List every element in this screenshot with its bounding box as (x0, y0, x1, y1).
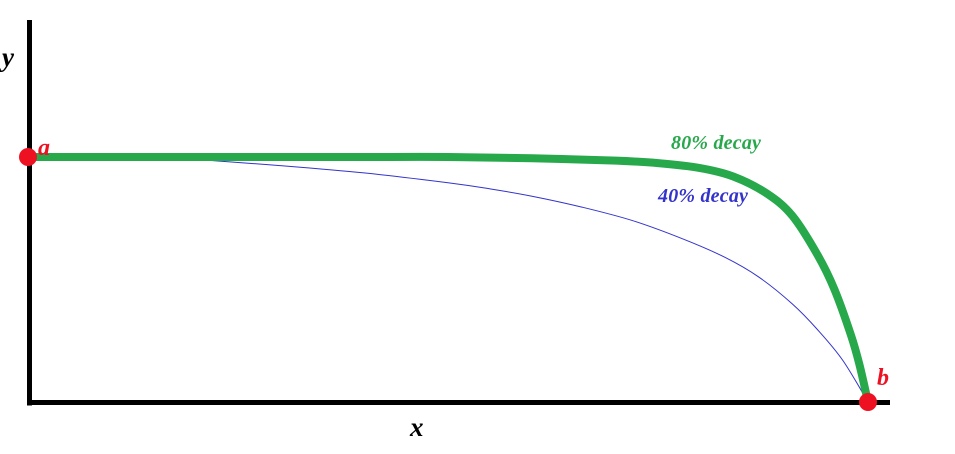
x-axis-label: x (410, 412, 424, 442)
axes-group (27, 20, 890, 406)
y-axis-label: y (2, 42, 14, 72)
curve-80-percent-decay (24, 152, 872, 406)
point-a-label: a (38, 135, 50, 161)
point-a-marker (19, 148, 37, 166)
series-label-40-decay: 40% decay (658, 185, 749, 207)
series-label-80-decay: 80% decay (671, 132, 762, 154)
point-b-marker (859, 393, 877, 411)
point-b-label: b (877, 365, 889, 391)
